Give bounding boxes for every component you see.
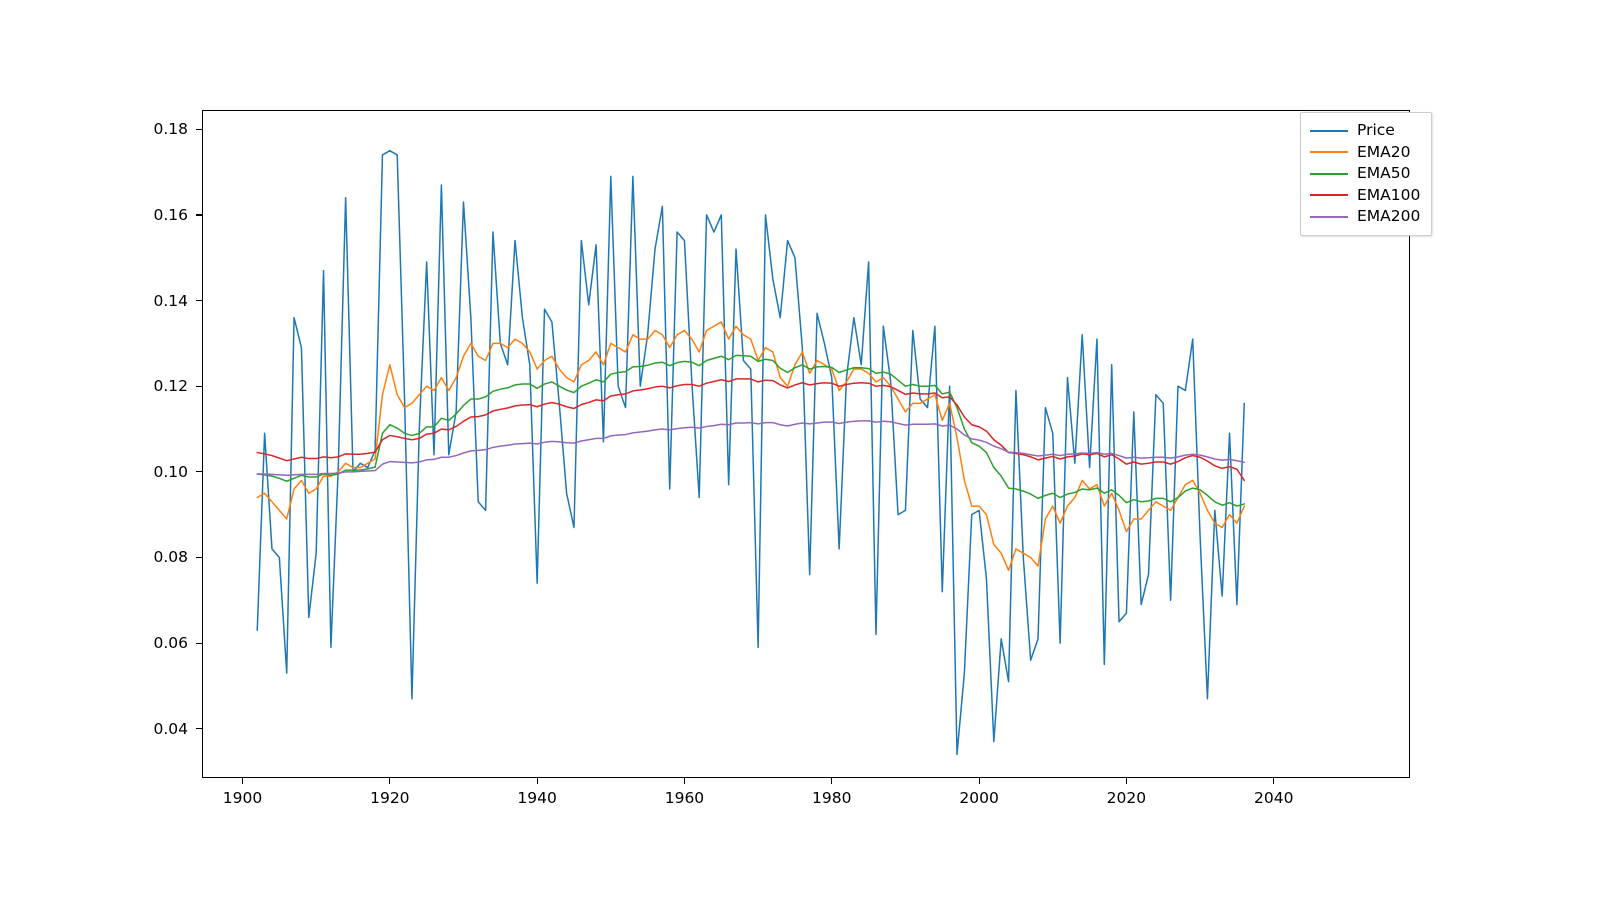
y-tick-mark xyxy=(196,556,202,559)
legend-label: EMA100 xyxy=(1357,185,1421,204)
y-tick-label: 0.04 xyxy=(153,719,188,738)
y-tick-mark xyxy=(196,128,202,130)
legend-label: Price xyxy=(1357,121,1395,139)
x-tick-label: 1900 xyxy=(222,789,263,807)
x-tick-label: 2000 xyxy=(959,789,999,807)
series-canvas xyxy=(256,149,1246,756)
y-tick-label: 0.08 xyxy=(153,548,188,567)
x-tick-label: 2040 xyxy=(1253,789,1294,807)
series-line-ema20 xyxy=(256,321,1246,572)
x-tick-mark xyxy=(683,778,686,784)
y-tick-label: 0.18 xyxy=(153,120,188,139)
x-tick-mark xyxy=(831,778,833,784)
y-tick-mark xyxy=(196,471,202,473)
x-tick-mark xyxy=(242,778,244,784)
x-tick-label: 1920 xyxy=(370,789,410,807)
x-tick-mark xyxy=(1273,778,1275,784)
legend-item-ema50[interactable]: EMA50 xyxy=(1310,163,1420,185)
legend-item-price[interactable]: Price xyxy=(1310,120,1420,142)
y-tick-mark xyxy=(196,728,202,730)
legend-item-ema200[interactable]: EMA200 xyxy=(1310,206,1420,228)
legend-swatch-ema50-icon xyxy=(1310,172,1348,175)
y-tick-mark xyxy=(196,214,202,216)
legend-swatch-ema100-icon xyxy=(1310,194,1348,197)
legend[interactable]: Price EMA20 EMA50 EMA100 EMA200 xyxy=(1300,112,1433,236)
plot-area xyxy=(202,110,1410,778)
legend-label: EMA200 xyxy=(1357,207,1421,225)
x-tick-label: 1960 xyxy=(664,789,705,807)
y-tick-label: 0.12 xyxy=(153,377,188,396)
y-tick-mark xyxy=(196,300,202,302)
x-tick-mark xyxy=(536,778,538,784)
series-line-price xyxy=(256,149,1246,756)
x-tick-mark xyxy=(389,778,391,784)
y-tick-mark xyxy=(196,385,202,387)
y-tick-mark xyxy=(196,642,202,644)
y-tick-label: 0.06 xyxy=(153,634,188,653)
x-tick-mark xyxy=(1125,778,1127,784)
y-tick-label: 0.16 xyxy=(153,205,188,224)
x-tick-label: 1940 xyxy=(517,789,557,807)
x-tick-label: 2020 xyxy=(1106,789,1147,807)
y-tick-label: 0.10 xyxy=(153,462,188,481)
legend-label: EMA50 xyxy=(1357,164,1411,182)
legend-swatch-ema200-icon xyxy=(1310,215,1348,218)
x-tick-label: 1980 xyxy=(812,789,852,807)
x-tick-mark xyxy=(978,778,980,784)
legend-swatch-price-icon xyxy=(1310,129,1348,132)
series-line-ema50 xyxy=(256,354,1246,507)
legend-item-ema20[interactable]: EMA20 xyxy=(1310,142,1420,164)
series-line-ema200 xyxy=(256,420,1246,477)
axes-frame xyxy=(202,110,1410,778)
y-tick-label: 0.14 xyxy=(153,291,188,310)
legend-label: EMA20 xyxy=(1357,142,1411,161)
legend-swatch-ema20-icon xyxy=(1310,151,1348,154)
legend-item-ema100[interactable]: EMA100 xyxy=(1310,185,1420,207)
series-line-ema100 xyxy=(256,378,1246,482)
